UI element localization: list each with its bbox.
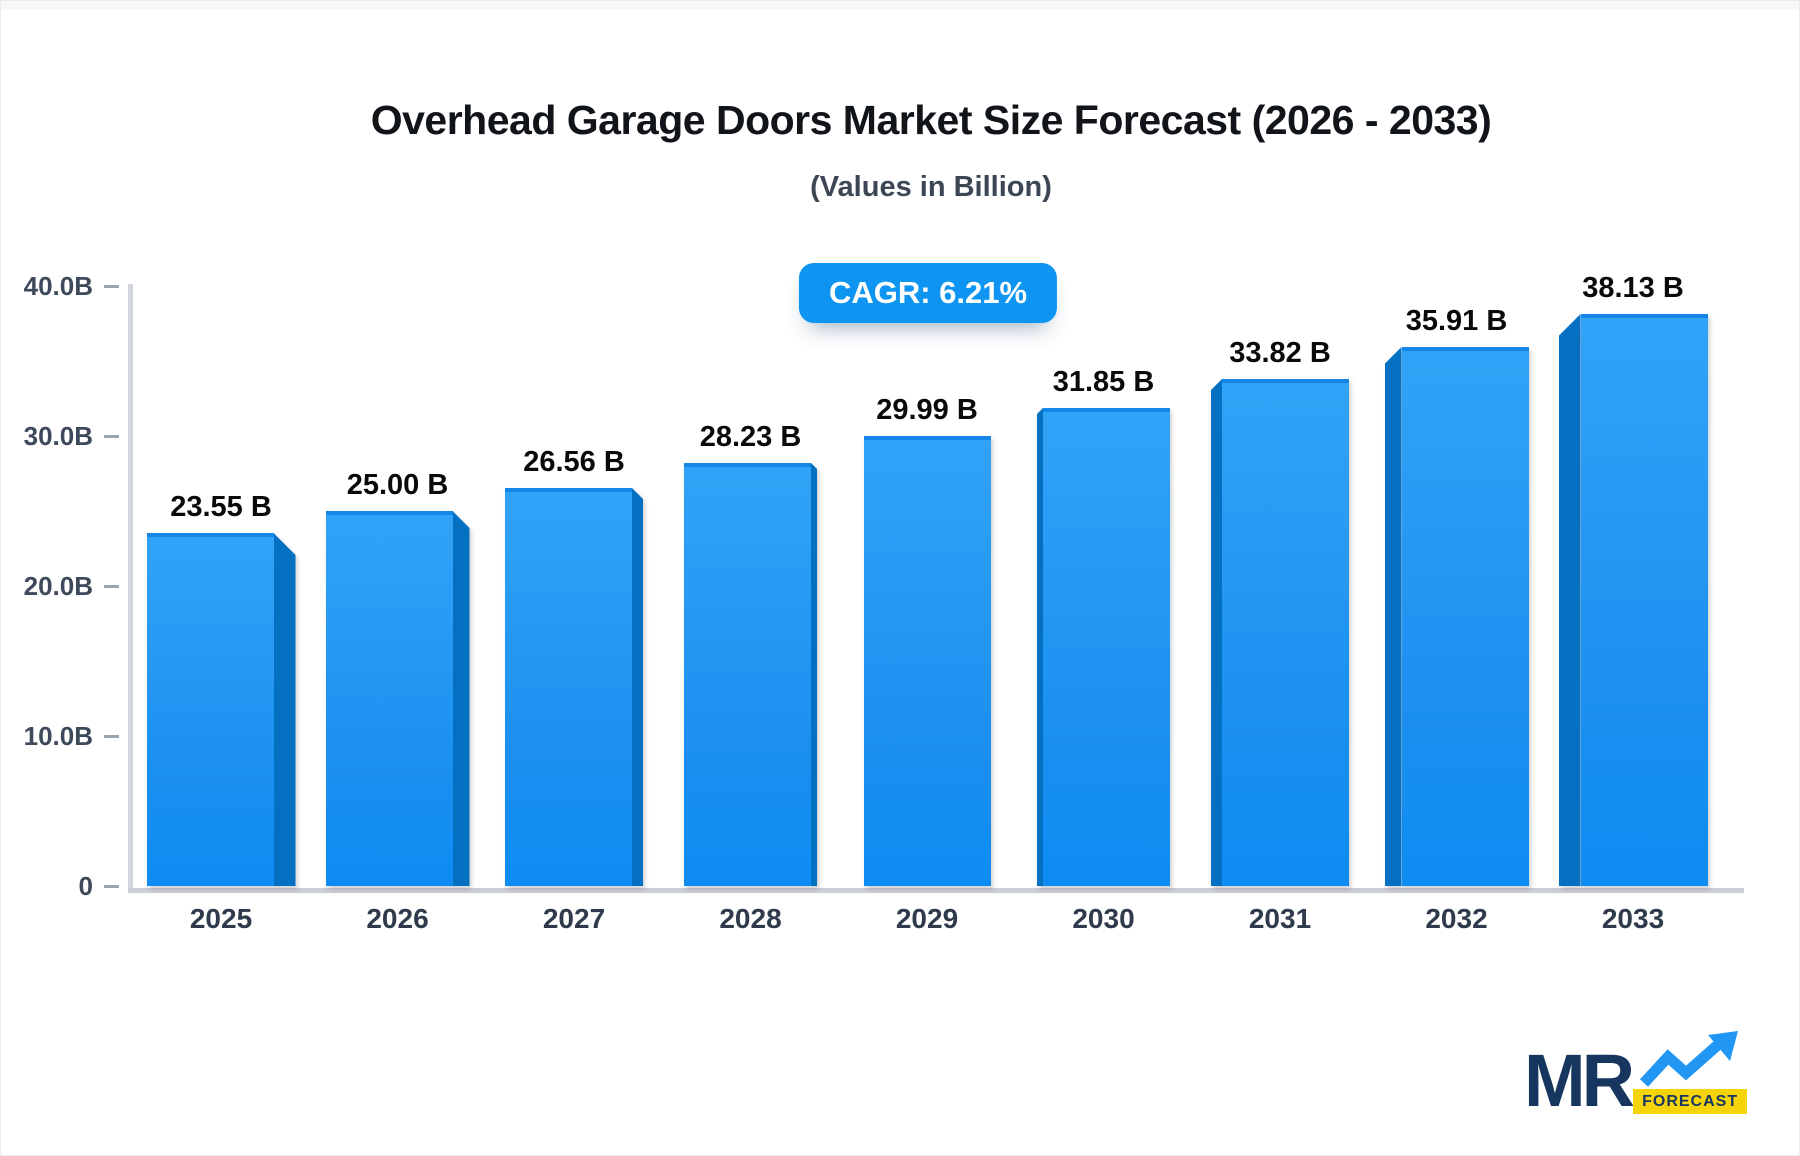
bar[interactable] [505, 488, 643, 886]
x-axis-label: 2026 [366, 903, 429, 934]
bar[interactable] [1211, 379, 1349, 886]
x-axis-label: 2032 [1425, 903, 1488, 934]
bar-value-label: 29.99 B [876, 394, 978, 426]
cagr-badge-label: CAGR: 6.21% [828, 275, 1028, 310]
x-axis-label: 2028 [719, 903, 782, 934]
bar-3d-side [811, 463, 817, 886]
x-axis-label: 2025 [189, 903, 253, 934]
bar-face [1401, 347, 1529, 886]
y-axis-tick [104, 735, 119, 738]
y-axis-tick [104, 435, 119, 438]
bar-3d-side [1211, 379, 1222, 886]
cagr-badge: CAGR: 6.21% [798, 263, 1058, 323]
bar-value-label: 28.23 B [699, 421, 802, 453]
x-axis-label: 2033 [1601, 903, 1665, 934]
bar[interactable] [1037, 408, 1170, 886]
bar[interactable] [325, 511, 470, 886]
bar-value-label: 31.85 B [1052, 366, 1155, 398]
y-axis-tick [104, 585, 119, 588]
bar-face [146, 533, 274, 886]
trend-arrow-icon [1640, 1031, 1739, 1087]
x-axis-label: 2029 [895, 903, 959, 934]
bar-value-label: 23.55 B [170, 491, 272, 523]
bar-3d-side [1384, 347, 1402, 886]
bar-3d-side [632, 488, 643, 886]
y-axis-label: 30.0B [23, 421, 93, 451]
bar-3d-side [452, 511, 470, 886]
logo-forecast-badge: FORECAST [1633, 1089, 1748, 1115]
y-axis-line [128, 284, 133, 893]
chart-subtitle: (Values in Billion) [810, 171, 1052, 203]
bar-value-label: 35.91 B [1405, 305, 1508, 337]
bar-face [1580, 314, 1708, 886]
y-axis-tick [104, 285, 119, 288]
bar-face [505, 488, 632, 886]
bar-value-label: 26.56 B [523, 446, 625, 478]
y-axis-label: 0 [78, 871, 93, 901]
bar-face [325, 511, 453, 886]
bar-3d-side [273, 533, 296, 886]
top-border-strip [1, 1, 1799, 9]
bar[interactable] [863, 436, 991, 886]
x-axis-line [128, 888, 1744, 893]
logo-mr-text: MR [1524, 1038, 1635, 1122]
bar[interactable] [1558, 314, 1708, 886]
x-axis-label: 2027 [542, 903, 606, 934]
bar[interactable] [684, 463, 817, 886]
bar-face [1043, 408, 1170, 886]
bar-3d-side [1558, 314, 1581, 886]
bar-value-label: 33.82 B [1229, 337, 1331, 369]
y-axis-label: 10.0B [23, 721, 93, 751]
bar-3d-side [1037, 408, 1043, 886]
bar-face [863, 436, 991, 886]
bar-face [684, 463, 811, 886]
y-axis-label: 20.0B [23, 571, 93, 601]
bar[interactable] [1384, 347, 1529, 886]
bar-value-label: 38.13 B [1582, 272, 1684, 304]
bar-face [1222, 379, 1349, 886]
mrforecast-logo: MR FORECAST [1524, 1031, 1748, 1122]
y-axis-tick [104, 885, 119, 888]
x-axis-label: 2031 [1248, 903, 1312, 934]
chart-title: Overhead Garage Doors Market Size Foreca… [370, 97, 1492, 143]
y-axis-label: 40.0B [23, 271, 93, 301]
bar[interactable] [146, 533, 296, 886]
bar-value-label: 25.00 B [346, 469, 449, 501]
x-axis-label: 2030 [1072, 903, 1135, 934]
